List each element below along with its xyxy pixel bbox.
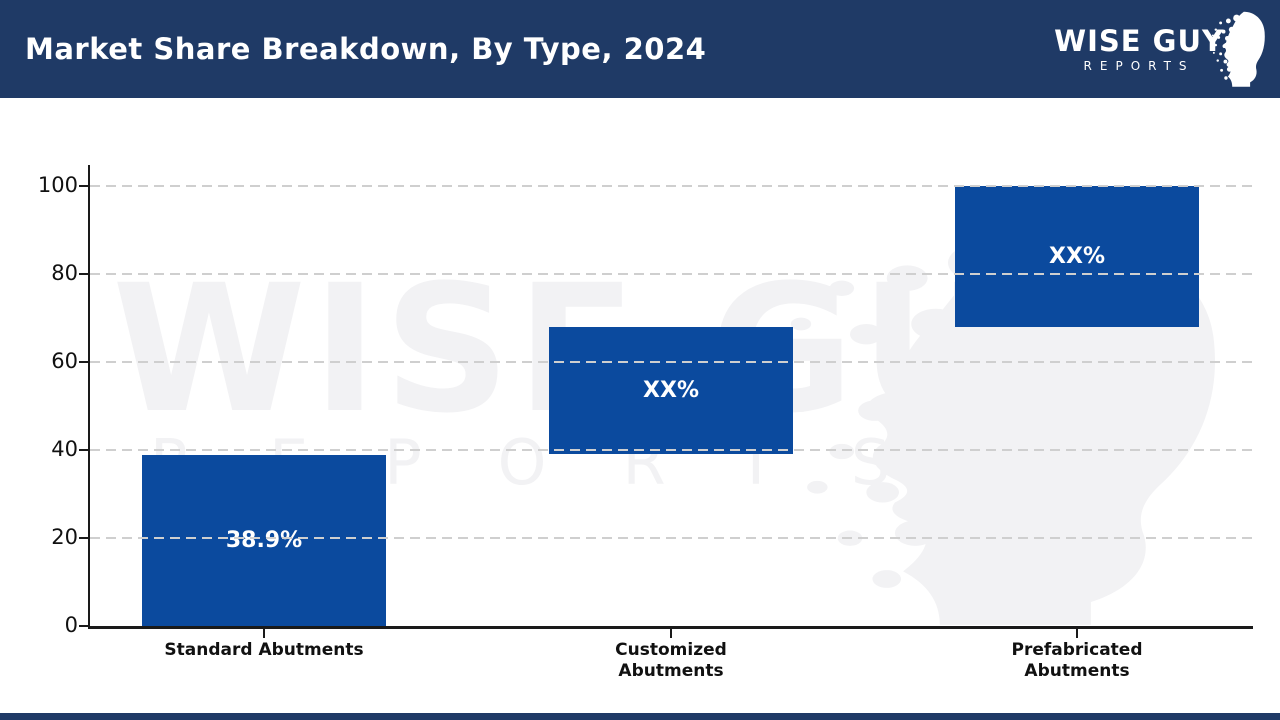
footer-strip [0, 713, 1280, 720]
y-axis-tick-label: 60 [51, 349, 78, 373]
y-axis-tick [79, 273, 88, 275]
y-axis-tick [79, 361, 88, 363]
logo-reports-label: REPORTS [1083, 58, 1195, 73]
logo-text: WISE GUY REPORTS [1054, 23, 1224, 73]
bar-value-label: 38.9% [225, 527, 303, 553]
y-axis-tick-label: 40 [51, 437, 78, 461]
header: Market Share Breakdown, By Type, 2024 WI… [0, 0, 1280, 98]
bar-value-label: XX% [643, 378, 699, 404]
chart-title: Market Share Breakdown, By Type, 2024 [25, 32, 707, 66]
y-axis-tick [79, 449, 88, 451]
y-axis-tick [79, 625, 88, 627]
gridline-y100 [90, 185, 1253, 187]
bar-1: 38.9% [142, 454, 386, 626]
x-axis-tick [263, 629, 265, 638]
y-axis-tick-label: 80 [51, 261, 78, 285]
logo-face-icon [1211, 11, 1265, 87]
y-axis-tick [79, 537, 88, 539]
y-axis-tick-label: 0 [64, 613, 78, 637]
logo-wiseguy-label: WISE GUY [1054, 23, 1224, 58]
gridline-y40 [90, 449, 1253, 451]
bar-2: XX% [549, 326, 793, 455]
bar-value-label: XX% [1049, 243, 1105, 269]
x-axis-tick [1076, 629, 1078, 638]
x-axis-tick [670, 629, 672, 638]
x-axis-line [88, 626, 1253, 629]
gridline-y20 [90, 537, 1253, 539]
bar-3: XX% [955, 186, 1199, 327]
y-axis-tick-label: 100 [37, 173, 78, 197]
x-category-label: Prefabricated Abutments [1011, 640, 1143, 681]
x-category-label: Standard Abutments [164, 640, 364, 660]
y-axis-line [88, 165, 90, 629]
gridline-y60 [90, 361, 1253, 363]
gridline-y80 [90, 273, 1253, 275]
x-category-label: Customized Abutments [615, 640, 727, 681]
y-axis-tick-label: 20 [51, 525, 78, 549]
y-axis-tick [79, 185, 88, 187]
wiseguy-logo: WISE GUY REPORTS [1054, 10, 1268, 88]
